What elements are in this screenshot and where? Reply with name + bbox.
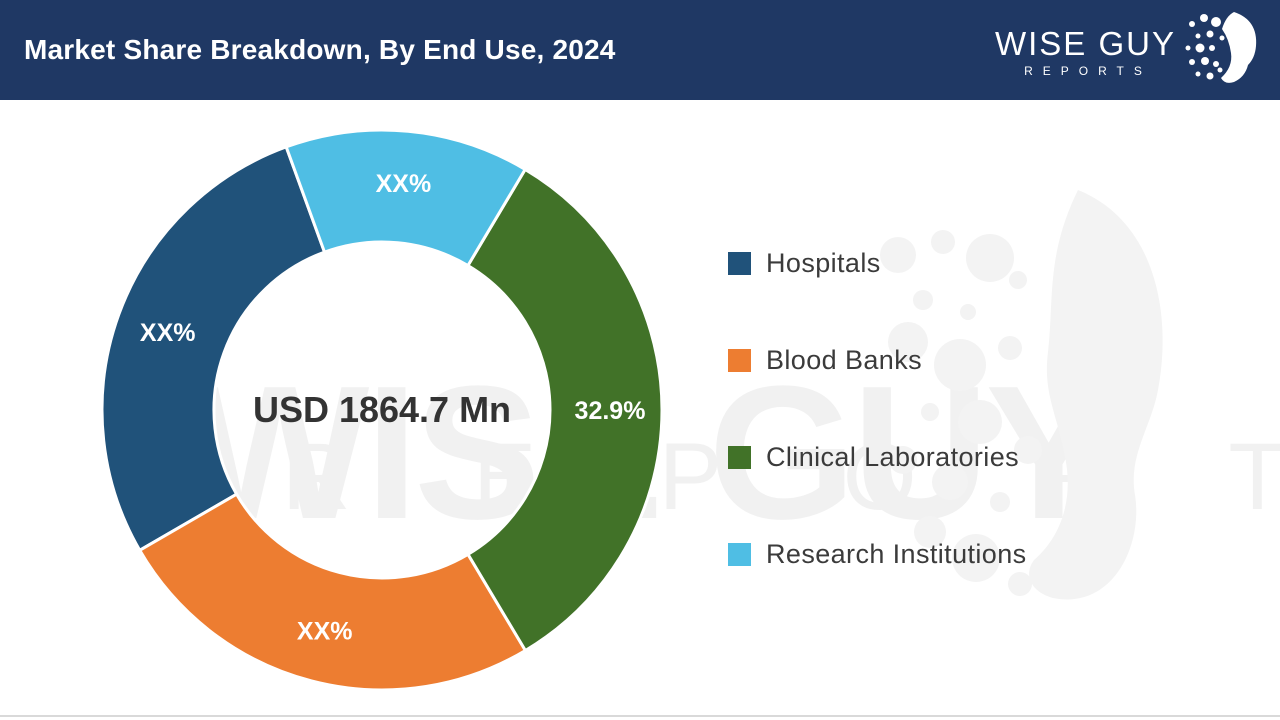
segment-value-label-clinical-laboratories: 32.9% [575,397,646,425]
brand-name: WISE GUY [994,25,1176,62]
donut-segment-clinical-laboratories [465,167,664,653]
donut-segment-research-institutions [284,128,528,268]
segment-value-label-blood-banks: XX% [297,618,353,646]
legend-item-hospitals: Hospitals [728,248,1027,279]
legend-label-research-institutions: Research Institutions [766,539,1027,569]
donut-chart: XX% XX% 32.9% XX% [100,128,664,692]
header-bar: Market Share Breakdown, By End Use, 2024… [0,0,1280,100]
segment-value-label-hospitals: XX% [140,319,196,347]
legend-label-hospitals: Hospitals [766,248,881,278]
legend-item-blood-banks: Blood Banks [728,345,1027,376]
legend-swatch-blood-banks [728,349,751,372]
legend-item-clinical-laboratories: Clinical Laboratories [728,442,1027,473]
bottom-border-line [0,715,1280,717]
legend-label-blood-banks: Blood Banks [766,345,922,375]
page-title: Market Share Breakdown, By End Use, 2024 [24,34,616,65]
donut-center-value: USD 1864.7 Mn [252,389,512,430]
chart-legend: Hospitals Blood Banks Clinical Laborator… [728,248,1027,570]
legend-swatch-research-institutions [728,543,751,566]
segment-value-label-research-institutions: XX% [376,170,432,198]
legend-swatch-hospitals [728,252,751,275]
legend-label-clinical-laboratories: Clinical Laboratories [766,442,1020,472]
brand-logo-text: WISE GUY REPORTS [995,27,1176,78]
legend-swatch-clinical-laboratories [728,446,751,469]
donut-segment-hospitals [100,144,327,553]
brand-logo: WISE GUY REPORTS [995,8,1262,97]
chart-canvas: WISE GUY R E P O R T S XX%XX%32.9%XX% US… [0,100,1280,716]
donut-segment-blood-banks [137,492,528,692]
brand-subname: REPORTS [1024,64,1152,78]
watermark-face-graphic [868,160,1188,665]
legend-item-research-institutions: Research Institutions [728,539,1027,570]
brand-face-icon [1178,8,1262,97]
